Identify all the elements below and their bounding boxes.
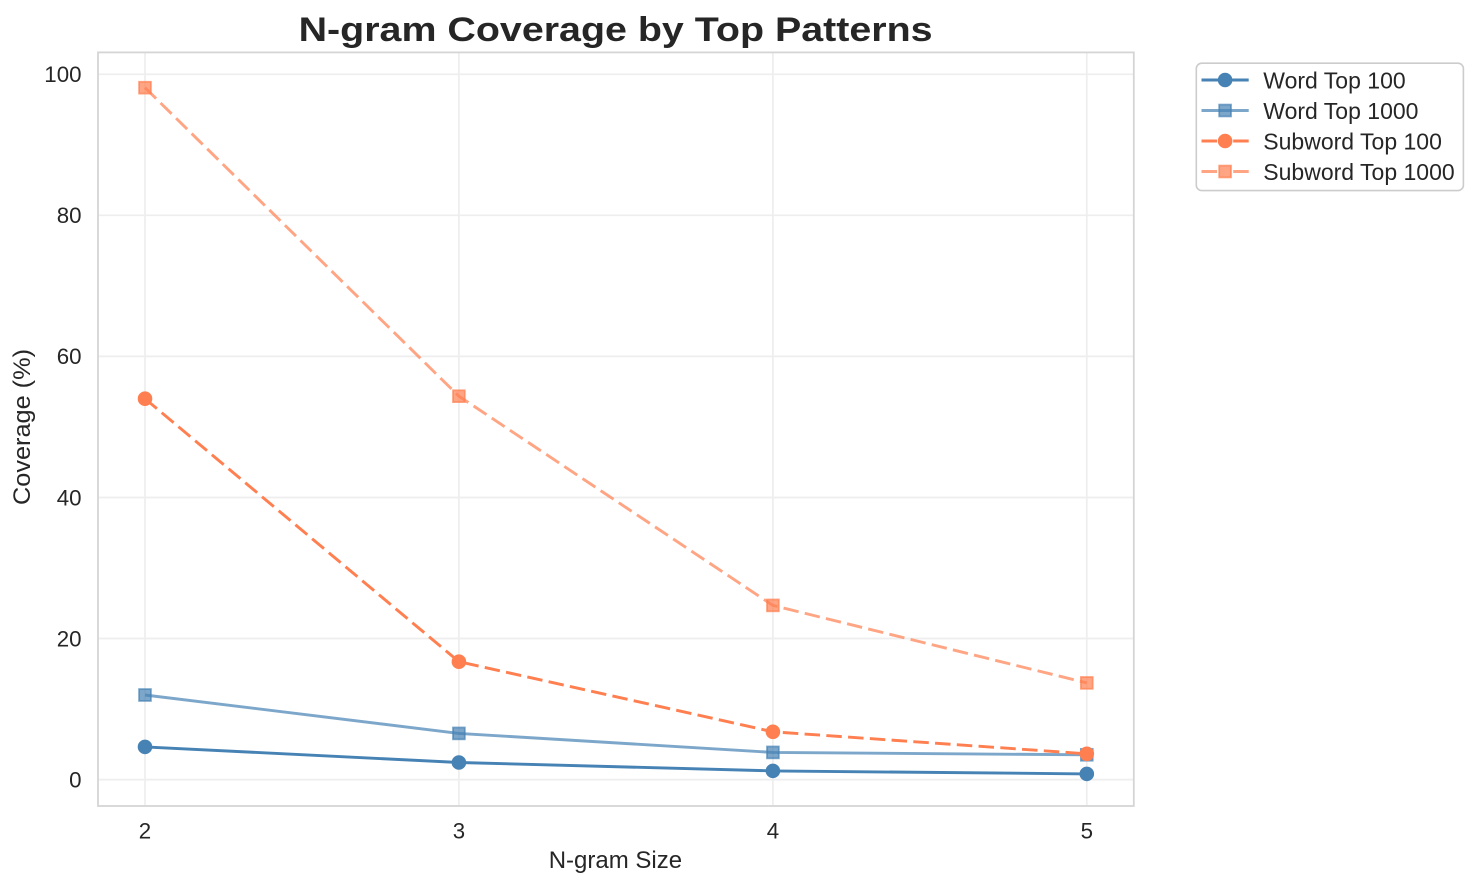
svg-text:20: 20 [57, 626, 82, 651]
svg-text:40: 40 [57, 485, 82, 510]
svg-text:4: 4 [767, 818, 779, 843]
svg-text:100: 100 [44, 62, 81, 87]
svg-text:0: 0 [69, 767, 81, 792]
svg-text:Subword Top 1000: Subword Top 1000 [1263, 159, 1454, 185]
svg-text:60: 60 [57, 344, 82, 369]
svg-text:N-gram Size: N-gram Size [549, 847, 682, 874]
svg-text:3: 3 [453, 818, 465, 843]
svg-text:N-gram Coverage by Top Pattern: N-gram Coverage by Top Patterns [299, 11, 933, 49]
svg-text:Coverage (%): Coverage (%) [9, 349, 36, 505]
svg-text:2: 2 [139, 818, 151, 843]
svg-text:5: 5 [1081, 818, 1093, 843]
svg-text:Subword Top 100: Subword Top 100 [1263, 128, 1442, 154]
svg-text:Word Top 1000: Word Top 1000 [1263, 98, 1418, 124]
svg-text:Word Top 100: Word Top 100 [1263, 67, 1405, 93]
svg-text:80: 80 [57, 203, 82, 228]
